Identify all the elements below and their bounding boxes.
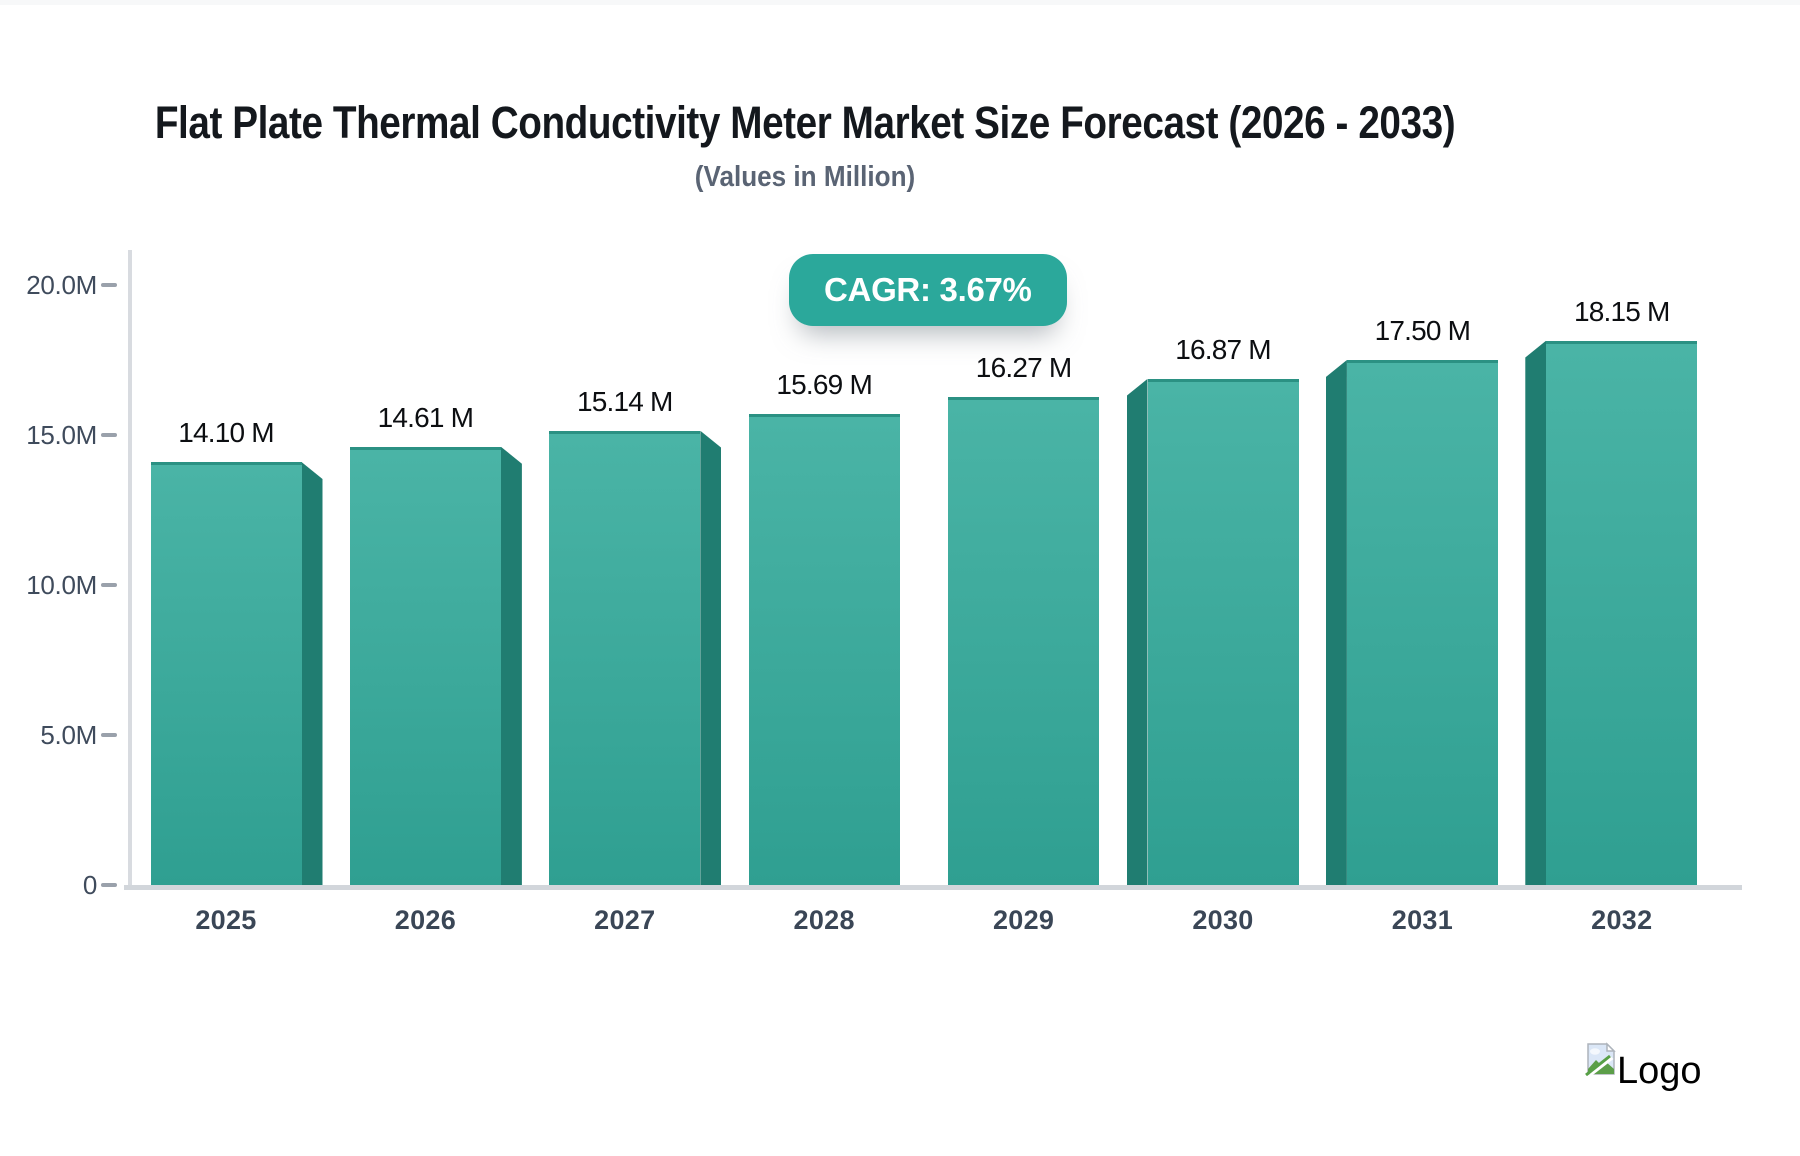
x-axis-label: 2032 — [1591, 905, 1653, 935]
value-label: 15.69 M — [776, 369, 872, 401]
bar-2028 — [748, 414, 900, 885]
value-label: 17.50 M — [1374, 315, 1471, 346]
cagr-badge: CAGR: 3.67% — [789, 254, 1067, 326]
x-axis-label: 2029 — [992, 905, 1055, 935]
bar-2030 — [1147, 378, 1299, 885]
y-axis-tick — [101, 583, 117, 587]
y-axis-label: 5.0M — [40, 720, 97, 750]
logo-alt-text: Logo — [1617, 1050, 1702, 1092]
value-label: 18.15 M — [1574, 295, 1670, 327]
bar-2025 — [150, 462, 302, 885]
value-label: 14.10 M — [178, 417, 274, 448]
bar-side-face — [1126, 378, 1148, 885]
bar-side-face — [301, 462, 323, 885]
bar-side-face — [1325, 360, 1347, 885]
bar-2026 — [349, 446, 501, 885]
bar-side-face — [500, 446, 522, 885]
y-axis-line — [128, 250, 132, 890]
y-axis-label: 0 — [82, 870, 97, 900]
value-label: 15.14 M — [577, 385, 673, 417]
y-axis-tick — [101, 733, 117, 737]
y-axis-tick — [101, 283, 117, 287]
bar-2032 — [1546, 340, 1698, 885]
y-axis-tick — [101, 433, 117, 437]
x-axis-label: 2026 — [394, 905, 457, 935]
x-axis-label: 2028 — [793, 905, 855, 935]
x-axis-label: 2027 — [594, 905, 656, 935]
x-axis-line — [124, 885, 1742, 890]
bar-side-face — [700, 430, 722, 885]
y-axis-label: 10.0M — [26, 570, 97, 600]
chart-title: Flat Plate Thermal Conductivity Meter Ma… — [154, 97, 1456, 148]
broken-image-icon — [1585, 1042, 1616, 1076]
y-axis-label: 15.0M — [26, 420, 97, 450]
x-axis-label: 2025 — [195, 905, 257, 935]
bar-side-face — [1525, 340, 1547, 885]
top-edge-strip — [0, 0, 1800, 5]
bar-2029 — [948, 396, 1100, 885]
bar-2027 — [549, 430, 701, 885]
x-axis-label: 2031 — [1391, 905, 1454, 935]
y-axis-label: 20.0M — [26, 270, 97, 300]
y-axis-tick — [101, 883, 117, 887]
chart-subtitle: (Values in Million) — [694, 161, 916, 193]
x-axis-label: 2030 — [1192, 905, 1254, 935]
value-label: 16.27 M — [975, 351, 1072, 383]
logo: Logo — [1584, 1040, 1702, 1090]
bar-2031 — [1346, 360, 1498, 885]
value-label: 16.87 M — [1175, 333, 1271, 365]
value-label: 14.61 M — [377, 401, 474, 433]
